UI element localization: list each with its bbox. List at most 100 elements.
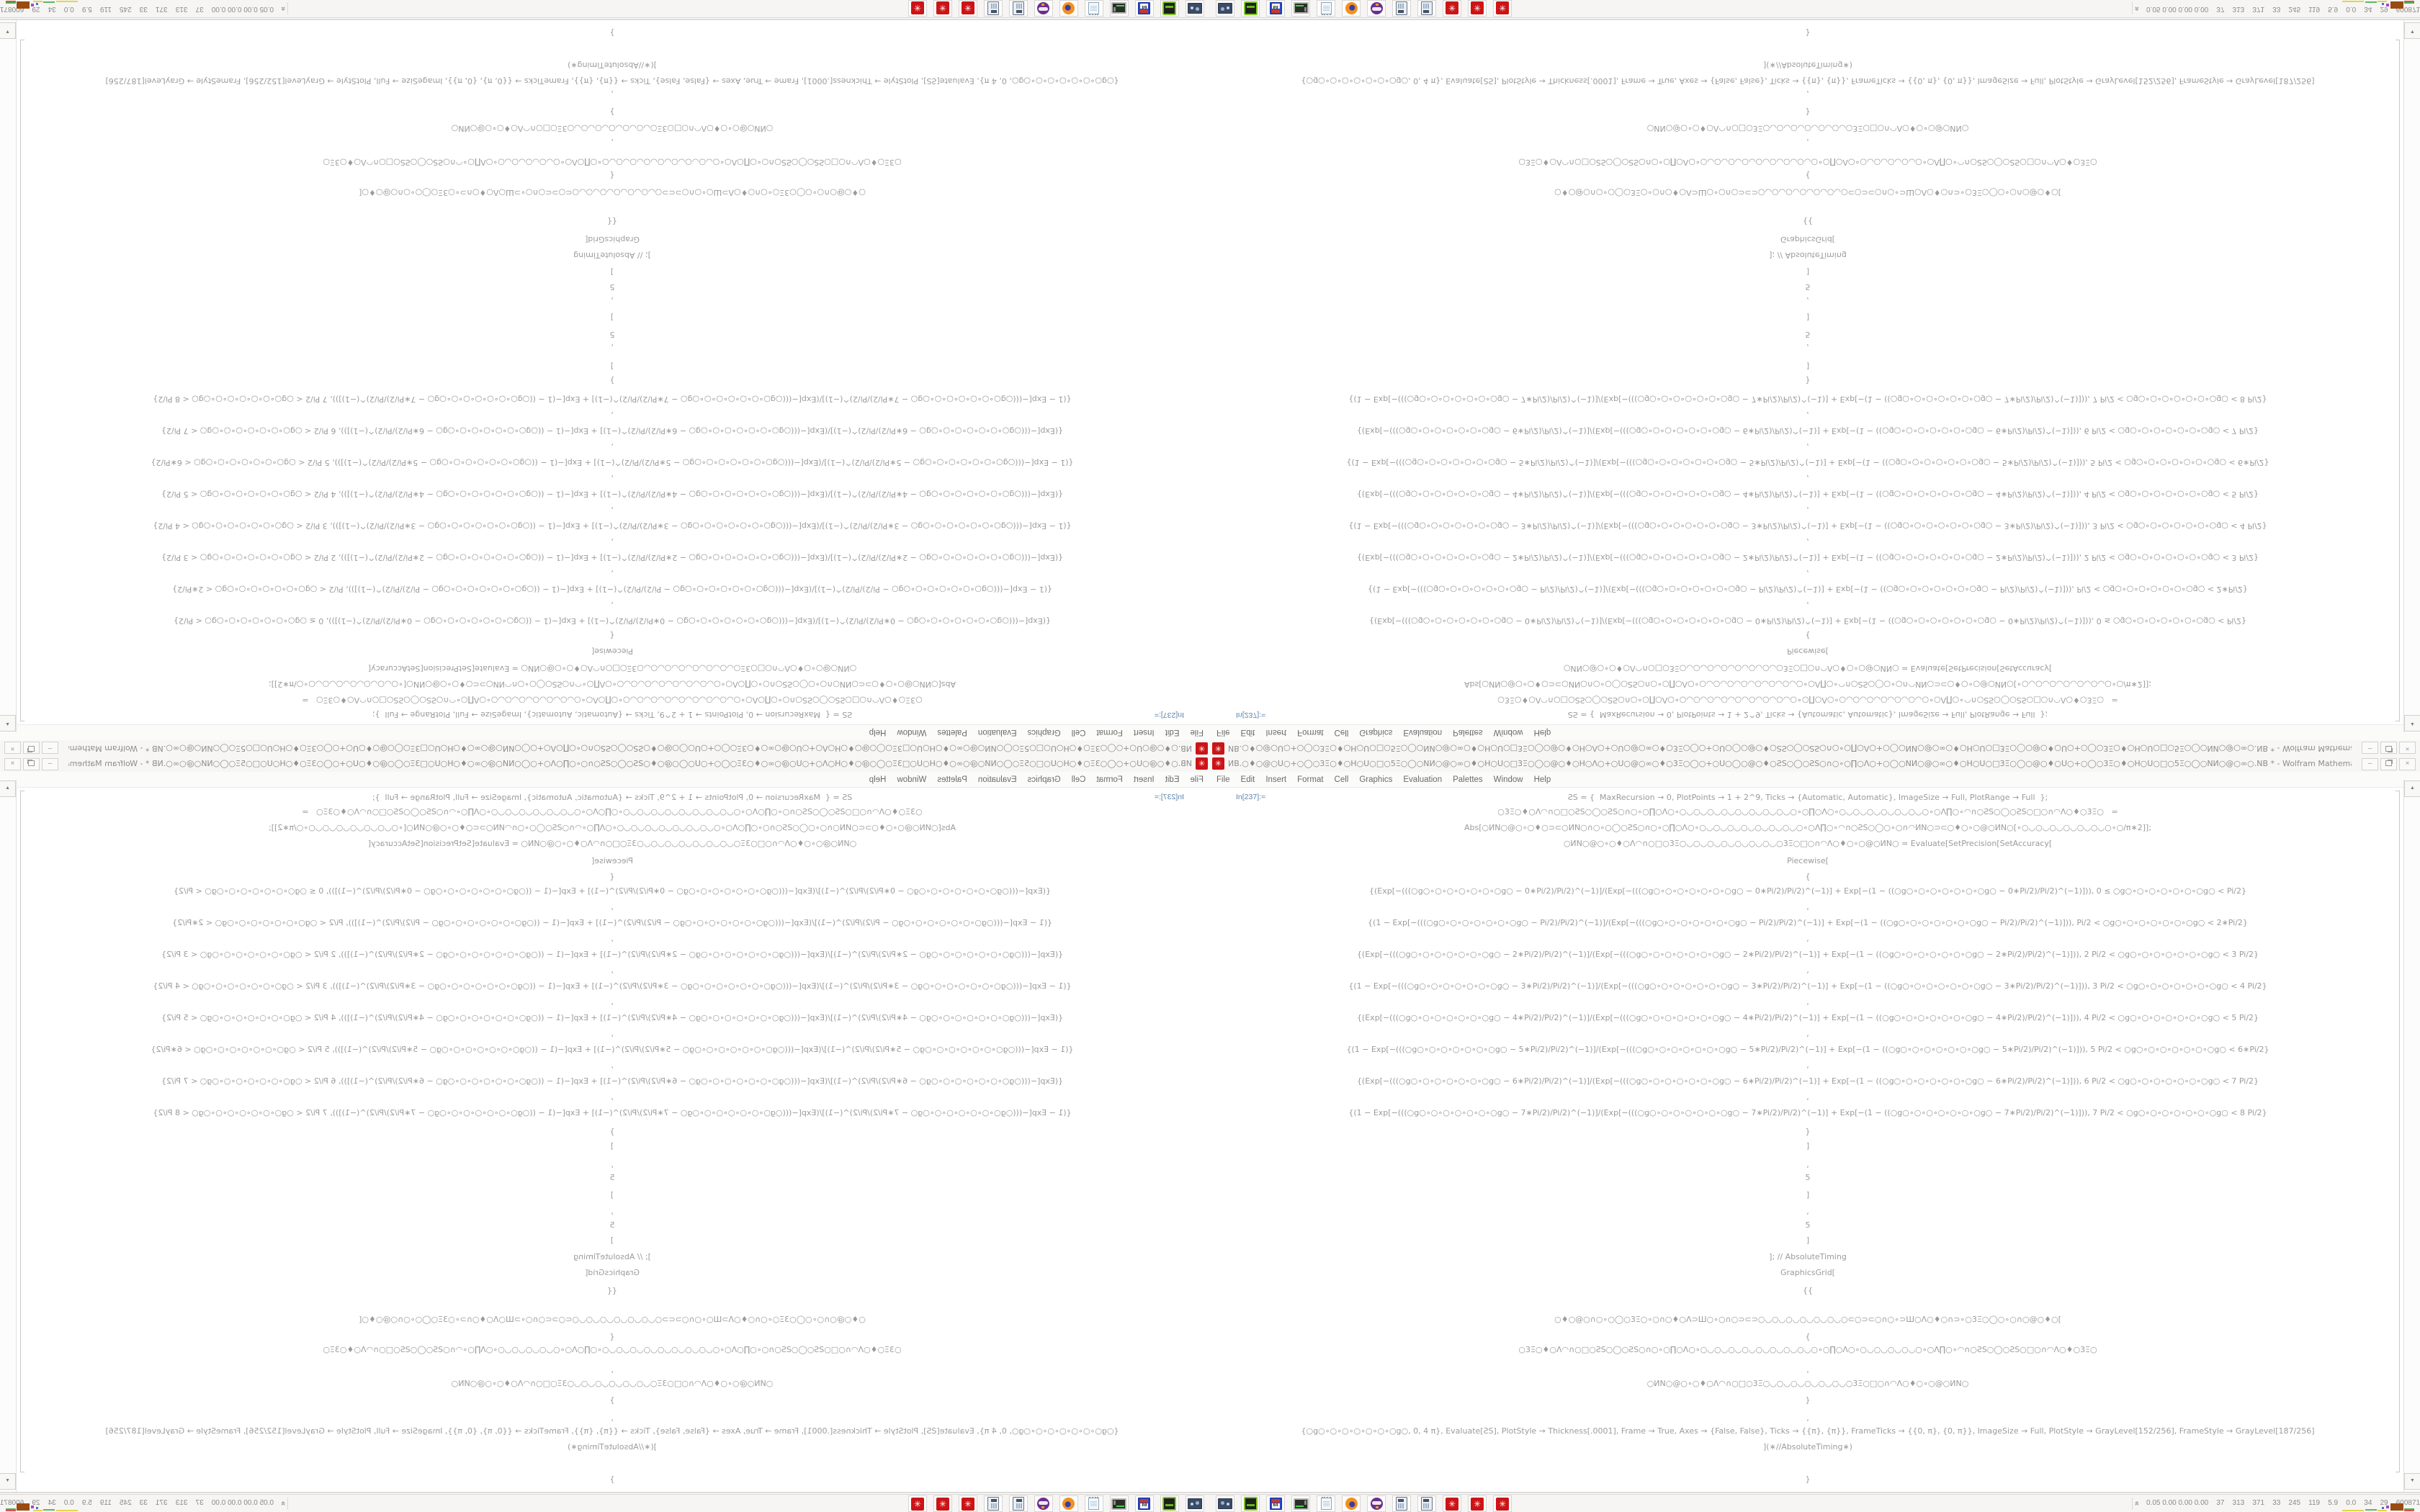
minimize-button[interactable]: – (42, 742, 58, 754)
code-line[interactable]: {(1 − Exp[−(((○g○∘○∘○∘○∘○∘○∘○g○ − 3∗Pi/2… (1348, 981, 2267, 991)
calculator-2-button[interactable] (984, 1495, 1003, 1512)
menu-help[interactable]: Help (1533, 775, 1551, 784)
code-line[interactable]: 5 (609, 1173, 615, 1182)
close-button[interactable]: × (2399, 742, 2416, 754)
code-line[interactable]: , (611, 1413, 614, 1423)
code-line[interactable]: } (1805, 1475, 1811, 1484)
mathematica-3-button[interactable]: ✳ (1493, 1495, 1512, 1512)
code-line[interactable]: {(Exp[−(((○g○∘○∘○∘○∘○∘○∘○g○ − 4∗Pi/2)/Pi… (161, 490, 1064, 499)
code-line[interactable]: ] (610, 1236, 614, 1245)
cell-bracket[interactable] (20, 791, 24, 1472)
code-line[interactable]: GraphicsGrid[ (1780, 235, 1835, 244)
mathematica-2-button[interactable]: ✳ (933, 1495, 952, 1512)
notepad-button[interactable] (1085, 0, 1103, 17)
code-line[interactable]: ] (1806, 1141, 1810, 1151)
code-line[interactable]: {(1 − Exp[−(((○g○∘○∘○∘○∘○∘○∘○g○ − 3∗Pi/2… (153, 521, 1072, 531)
menu-evaluation[interactable]: Evaluation (977, 728, 1017, 737)
calculator-1-button[interactable] (1009, 1495, 1028, 1512)
code-line[interactable]: , (1806, 1092, 1809, 1102)
code-line[interactable]: , (1806, 410, 1809, 420)
menu-cell[interactable]: Cell (1334, 728, 1349, 737)
code-line[interactable]: 5 (1805, 330, 1811, 339)
code-line[interactable]: ](∗//AbsoluteTiming∗) (568, 1442, 657, 1452)
code-line[interactable]: {{ (1803, 1286, 1813, 1295)
code-line[interactable]: , (611, 343, 614, 352)
code-line[interactable]: ○♦○@○∩○∘○◯○3Ξ○∘○∩○♦○Λ⊃Ш○∘○∩○⊃⊂⊃○◡○◡○◡○◡○… (1554, 188, 2061, 197)
tray-chevron-icon[interactable]: » (278, 1500, 287, 1506)
system-monitor-button[interactable] (1291, 1495, 1310, 1512)
firefox-button[interactable] (1342, 1495, 1361, 1512)
code-line[interactable]: {(Exp[−(((○g○∘○∘○∘○∘○∘○∘○g○ − 2∗Pi/2)/Pi… (1356, 950, 2259, 959)
code-line[interactable]: } (609, 107, 615, 117)
code-line[interactable]: , (611, 997, 614, 1007)
mathematica-1-button[interactable]: ✳ (959, 0, 977, 17)
code-line[interactable]: } (1805, 1127, 1811, 1136)
menu-edit[interactable]: Edit (1240, 775, 1255, 784)
scroll-down-button[interactable]: ▼ (0, 1473, 16, 1490)
tray-chevron-icon[interactable]: » (278, 6, 287, 12)
code-line[interactable]: 5 (609, 1220, 615, 1230)
code-line[interactable]: , (1806, 1207, 1809, 1216)
mathematica-2-button[interactable]: ✳ (1468, 0, 1487, 17)
code-line[interactable]: Piecewise[ (591, 647, 633, 656)
code-line[interactable]: , (1806, 296, 1809, 305)
owl-app-button[interactable] (1367, 0, 1386, 17)
code-line[interactable]: } (1805, 107, 1811, 117)
code-line[interactable]: {(Exp[−(((○g○∘○∘○∘○∘○∘○∘○g○ − 0∗Pi/2)/Pi… (174, 886, 1051, 896)
code-line[interactable]: 5 (1805, 282, 1811, 292)
window-title-bar[interactable]: ✳ ИB.○♦○@○U○+○◯○3Ξ○♦○H○U○□○5Ξ○◯○NИ○@○∞○♦… (0, 739, 1210, 756)
code-line[interactable]: ○3Ξ○♦○Λ◠∩○□○ƧS○◯○ƧS○∩○∘○∏○Λ○∘○◡○◡○◡○◡○◡○… (323, 158, 902, 167)
code-line[interactable]: , (1806, 1061, 1809, 1070)
code-line[interactable]: ○3Ξ○♦○Λ◠∩○□○ƧS○◯○ƧS○∩○∘○∏○Λ○∘○◡○◡○◡○◡○◡○… (1497, 807, 2118, 816)
menu-file[interactable]: File (1216, 775, 1230, 784)
notebook-content[interactable]: In[237]:= ƧS = { MaxRecursion → 0, PlotP… (0, 788, 1210, 1492)
code-line[interactable]: { (1805, 1332, 1811, 1341)
disk-utility-button[interactable] (1241, 1495, 1260, 1512)
code-line[interactable]: Abs[○ИN○@○∘○♦○⊃⊂○ИN○∩○∘○◯○ƧS○∩○∘○∏○Λ○∘○◡… (1464, 680, 2152, 689)
code-line[interactable]: {(1 − Exp[−(((○g○∘○∘○∘○∘○∘○∘○g○ − 3∗Pi/2… (1348, 521, 2267, 531)
code-line[interactable]: ](∗//AbsoluteTiming∗) (1763, 1442, 1852, 1452)
menu-format[interactable]: Format (1096, 728, 1123, 737)
code-line[interactable]: ○♦○@○∩○∘○◯○3Ξ○∘○∩○♦○Λ⊃Ш○∘○∩○⊃⊂⊃○◡○◡○◡○◡○… (1554, 1315, 2061, 1324)
vertical-scrollbar[interactable] (2403, 20, 2420, 732)
menu-cell[interactable]: Cell (1071, 728, 1086, 737)
code-line[interactable]: ] (1806, 1236, 1810, 1245)
code-line[interactable]: {(Exp[−(((○g○∘○∘○∘○∘○∘○∘○g○ − 0∗Pi/2)/Pi… (174, 616, 1051, 626)
code-line[interactable]: 5 (1805, 1220, 1811, 1230)
mathematica-3-button[interactable]: ✳ (908, 0, 927, 17)
system-settings-button[interactable] (1216, 0, 1234, 17)
system-monitor-button[interactable] (1110, 0, 1129, 17)
code-line[interactable]: , (611, 474, 614, 483)
code-line[interactable]: { (609, 631, 615, 640)
menu-palettes[interactable]: Palettes (1453, 775, 1483, 784)
system-settings-button[interactable] (1186, 0, 1204, 17)
code-line[interactable]: , (1806, 934, 1809, 943)
code-line[interactable]: {(1 − Exp[−(((○g○∘○∘○∘○∘○∘○∘○g○ − Pi/2)/… (1368, 585, 2248, 594)
code-line[interactable]: ƧS = { MaxRecursion → 0, PlotPoints → 1 … (1567, 710, 2048, 719)
calculator-2-button[interactable] (984, 0, 1003, 17)
code-line[interactable]: , (1806, 138, 1809, 147)
code-line[interactable]: ƧS = { MaxRecursion → 0, PlotPoints → 1 … (372, 710, 853, 719)
code-line[interactable]: ƧS = { MaxRecursion → 0, PlotPoints → 1 … (372, 793, 853, 802)
minimize-button[interactable]: – (2362, 742, 2378, 754)
calculator-1-button[interactable] (1392, 0, 1411, 17)
code-line[interactable]: , (1806, 89, 1809, 99)
notebook-content[interactable]: In[237]:= ƧS = { MaxRecursion → 0, PlotP… (0, 20, 1210, 724)
code-line[interactable]: ○3Ξ○♦○Λ◠∩○□○ƧS○◯○ƧS○∩○∘○∏○Λ○∘○◡○◡○◡○◡○◡○… (323, 1345, 902, 1354)
code-line[interactable]: , (611, 89, 614, 99)
code-line[interactable]: , (611, 600, 614, 610)
restore-button[interactable] (23, 742, 40, 754)
menu-evaluation[interactable]: Evaluation (1403, 775, 1443, 784)
notepad-button[interactable] (1085, 1495, 1103, 1512)
system-monitor-button[interactable] (1110, 1495, 1129, 1512)
menu-graphics[interactable]: Graphics (1027, 775, 1061, 784)
tray-chevron-icon[interactable]: » (2133, 1500, 2142, 1506)
code-line[interactable]: ○3Ξ○♦○Λ◠∩○□○ƧS○◯○ƧS○∩○∘○∏○Λ○∘○◡○◡○◡○◡○◡○… (1497, 696, 2118, 705)
code-line[interactable]: , (1806, 505, 1809, 515)
code-line[interactable]: ○ИN○@○∘○♦○Λ◠∩○□○3Ξ○◡○◡○◡○◡○◡○◡○◡○3Ξ○□○∩◠… (1563, 664, 2053, 673)
code-line[interactable]: ○3Ξ○♦○Λ◠∩○□○ƧS○◯○ƧS○∩○∘○∏○Λ○∘○◡○◡○◡○◡○◡○… (302, 807, 923, 816)
code-line[interactable]: ] (1806, 1190, 1810, 1200)
code-line[interactable]: } (609, 1475, 615, 1484)
menu-format[interactable]: Format (1297, 728, 1324, 737)
minimize-button[interactable]: – (42, 758, 58, 770)
